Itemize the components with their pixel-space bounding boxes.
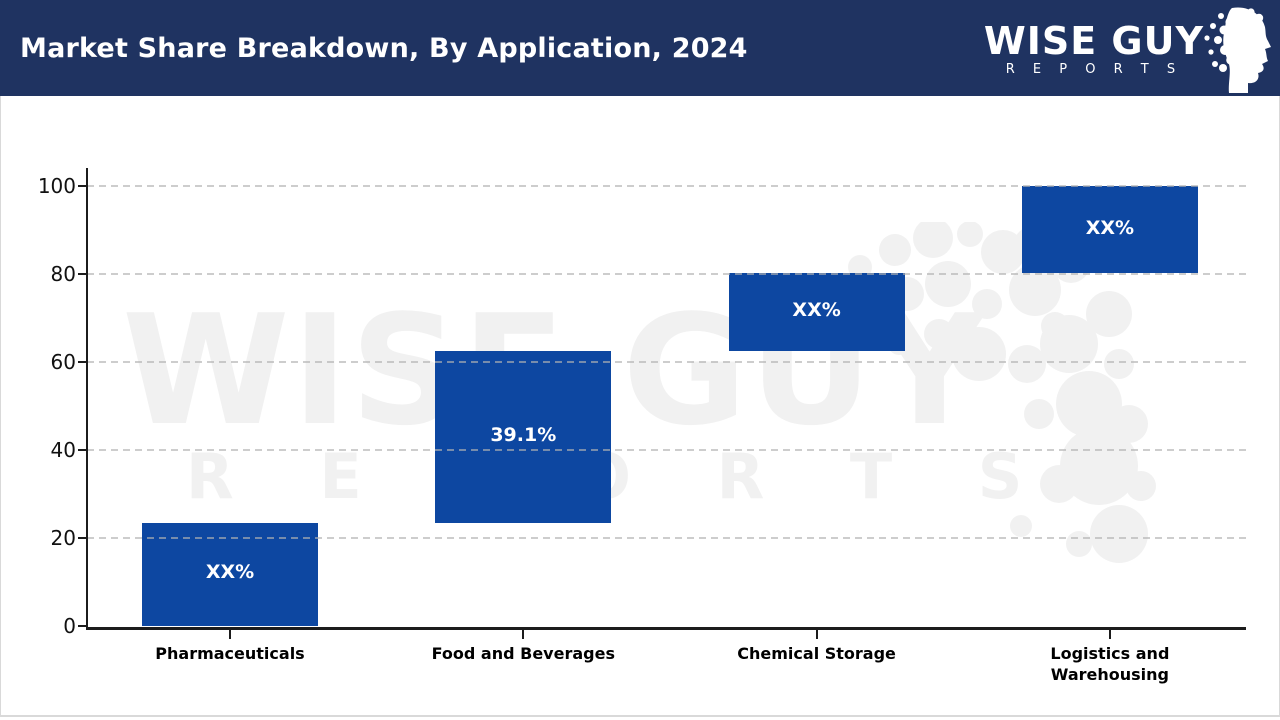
y-axis-tick bbox=[78, 185, 87, 187]
page-title: Market Share Breakdown, By Application, … bbox=[20, 32, 748, 64]
wise-guy-face-icon bbox=[1204, 7, 1271, 93]
gridline bbox=[87, 449, 1246, 451]
category-label: Logistics and Warehousing bbox=[1050, 644, 1170, 684]
y-axis-tick-label: 40 bbox=[50, 438, 76, 462]
gridline bbox=[87, 361, 1246, 363]
bar-value-label: XX% bbox=[1085, 216, 1135, 239]
y-axis-tick bbox=[78, 625, 87, 627]
brand-logo-text: WISE GUY R E P O R T S bbox=[984, 22, 1204, 77]
chart-area: 0 20 40 60 80 100 XX% Pharmaceuticals 39.1% Food … bbox=[0, 96, 1280, 716]
x-axis-tick bbox=[229, 630, 231, 639]
brand-tagline: R E P O R T S bbox=[1005, 62, 1183, 77]
bar-chemical-storage bbox=[728, 273, 905, 351]
bar-logistics-and-warehousing bbox=[1021, 186, 1198, 274]
watermark-dots-head-icon bbox=[848, 222, 1156, 563]
x-axis-tick bbox=[1108, 630, 1111, 639]
category-label: Food and Beverages bbox=[431, 644, 615, 663]
bar-value-label: XX% bbox=[792, 298, 841, 321]
bar-pharmaceuticals bbox=[142, 522, 318, 626]
gridline bbox=[87, 273, 1246, 275]
category-label: Chemical Storage bbox=[737, 644, 896, 663]
category-label: Pharmaceuticals bbox=[155, 644, 305, 663]
brand-logo: WISE GUY R E P O R T S bbox=[976, 0, 1276, 96]
y-axis-tick bbox=[78, 449, 87, 451]
y-axis-tick-label: 20 bbox=[50, 526, 76, 550]
x-axis-spine bbox=[86, 627, 1246, 630]
x-axis-tick bbox=[522, 630, 525, 639]
y-axis-tick-label: 0 bbox=[63, 614, 76, 638]
y-axis-tick bbox=[78, 361, 87, 363]
header-bar: Market Share Breakdown, By Application, … bbox=[0, 0, 1280, 96]
y-axis-tick-label: 60 bbox=[50, 350, 76, 374]
bar-value-label: 39.1% bbox=[490, 423, 557, 446]
gridline bbox=[87, 185, 1246, 187]
bar-value-label: XX% bbox=[205, 561, 255, 584]
y-axis-tick-label: 100 bbox=[37, 174, 76, 198]
x-axis-tick bbox=[815, 630, 818, 639]
y-axis-tick-label: 80 bbox=[50, 262, 76, 286]
y-axis-tick bbox=[78, 273, 87, 275]
bar-food-and-beverages bbox=[435, 350, 612, 523]
y-axis-spine bbox=[86, 168, 88, 630]
gridline bbox=[87, 537, 1246, 539]
brand-name: WISE GUY bbox=[983, 19, 1204, 63]
y-axis-tick bbox=[78, 537, 87, 539]
